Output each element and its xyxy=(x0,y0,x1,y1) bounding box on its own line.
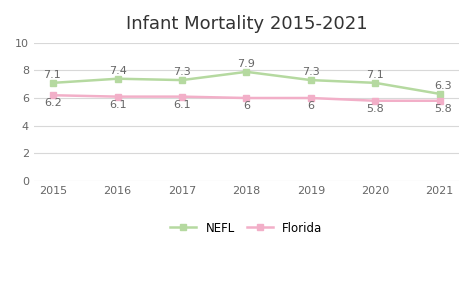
Line: Florida: Florida xyxy=(50,92,442,104)
Text: 7.3: 7.3 xyxy=(302,67,320,77)
Florida xyxy=(373,99,378,102)
Florida xyxy=(244,96,249,100)
Text: 6: 6 xyxy=(307,101,314,111)
Florida xyxy=(437,99,443,102)
NEFL xyxy=(50,81,56,85)
Line: NEFL: NEFL xyxy=(50,69,442,97)
Text: 6: 6 xyxy=(243,101,250,111)
Florida xyxy=(115,95,120,98)
Text: 5.8: 5.8 xyxy=(434,104,452,114)
NEFL xyxy=(179,78,185,82)
Text: 6.1: 6.1 xyxy=(173,100,191,110)
NEFL xyxy=(115,77,120,80)
Title: Infant Mortality 2015-2021: Infant Mortality 2015-2021 xyxy=(126,15,367,33)
Legend: NEFL, Florida: NEFL, Florida xyxy=(165,217,327,239)
Text: 6.1: 6.1 xyxy=(109,100,127,110)
NEFL xyxy=(308,78,314,82)
Text: 7.4: 7.4 xyxy=(109,66,127,76)
Text: 6.2: 6.2 xyxy=(44,98,62,108)
Florida xyxy=(179,95,185,98)
Florida xyxy=(308,96,314,100)
NEFL xyxy=(437,92,443,96)
NEFL xyxy=(373,81,378,85)
Text: 5.8: 5.8 xyxy=(366,104,384,114)
Florida xyxy=(50,94,56,97)
Text: 7.3: 7.3 xyxy=(173,67,191,77)
NEFL xyxy=(244,70,249,73)
Text: 6.3: 6.3 xyxy=(434,81,452,91)
Text: 7.9: 7.9 xyxy=(237,59,255,69)
Text: 7.1: 7.1 xyxy=(43,70,61,80)
Text: 7.1: 7.1 xyxy=(366,70,384,80)
